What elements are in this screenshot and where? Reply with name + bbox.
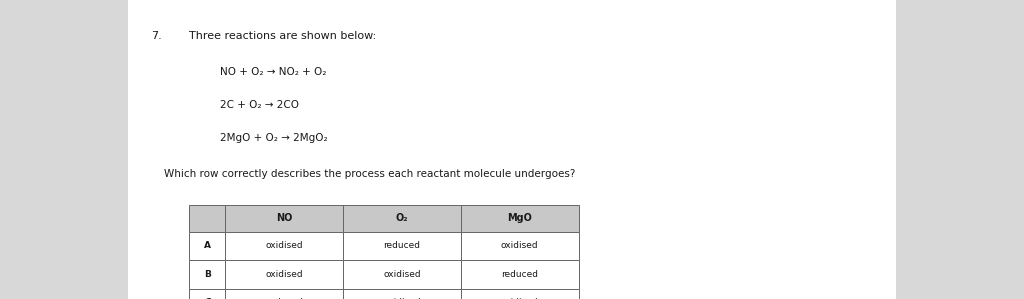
Text: Which row correctly describes the process each reactant molecule undergoes?: Which row correctly describes the proces… xyxy=(164,169,575,179)
Bar xyxy=(189,232,225,260)
Text: reduced: reduced xyxy=(501,270,539,279)
Bar xyxy=(189,205,225,232)
Text: A: A xyxy=(204,241,211,251)
Bar xyxy=(461,205,579,232)
Bar xyxy=(225,205,343,232)
Text: 7.: 7. xyxy=(152,31,162,41)
Text: MgO: MgO xyxy=(507,213,532,223)
Text: Three reactions are shown below:: Three reactions are shown below: xyxy=(189,31,377,41)
Bar xyxy=(461,260,579,289)
Bar xyxy=(343,260,461,289)
Bar xyxy=(225,260,343,289)
Text: oxidised: oxidised xyxy=(383,270,421,279)
Text: oxidised: oxidised xyxy=(383,298,421,299)
Text: oxidised: oxidised xyxy=(501,241,539,251)
Bar xyxy=(189,289,225,299)
Text: oxidised: oxidised xyxy=(501,298,539,299)
Text: reduced: reduced xyxy=(383,241,421,251)
Bar xyxy=(461,232,579,260)
Text: C: C xyxy=(204,298,211,299)
Bar xyxy=(128,0,896,299)
Text: B: B xyxy=(204,270,211,279)
Bar xyxy=(461,289,579,299)
Bar xyxy=(225,289,343,299)
Text: oxidised: oxidised xyxy=(265,241,303,251)
Text: 2C + O₂ → 2CO: 2C + O₂ → 2CO xyxy=(220,100,299,110)
Bar xyxy=(343,289,461,299)
Text: NO + O₂ → NO₂ + O₂: NO + O₂ → NO₂ + O₂ xyxy=(220,67,327,77)
Text: reduced: reduced xyxy=(265,298,303,299)
Bar xyxy=(343,205,461,232)
Bar xyxy=(225,232,343,260)
Text: NO: NO xyxy=(276,213,292,223)
Bar xyxy=(189,260,225,289)
Text: O₂: O₂ xyxy=(395,213,409,223)
Text: oxidised: oxidised xyxy=(265,270,303,279)
Bar xyxy=(343,232,461,260)
Text: 2MgO + O₂ → 2MgO₂: 2MgO + O₂ → 2MgO₂ xyxy=(220,133,328,143)
